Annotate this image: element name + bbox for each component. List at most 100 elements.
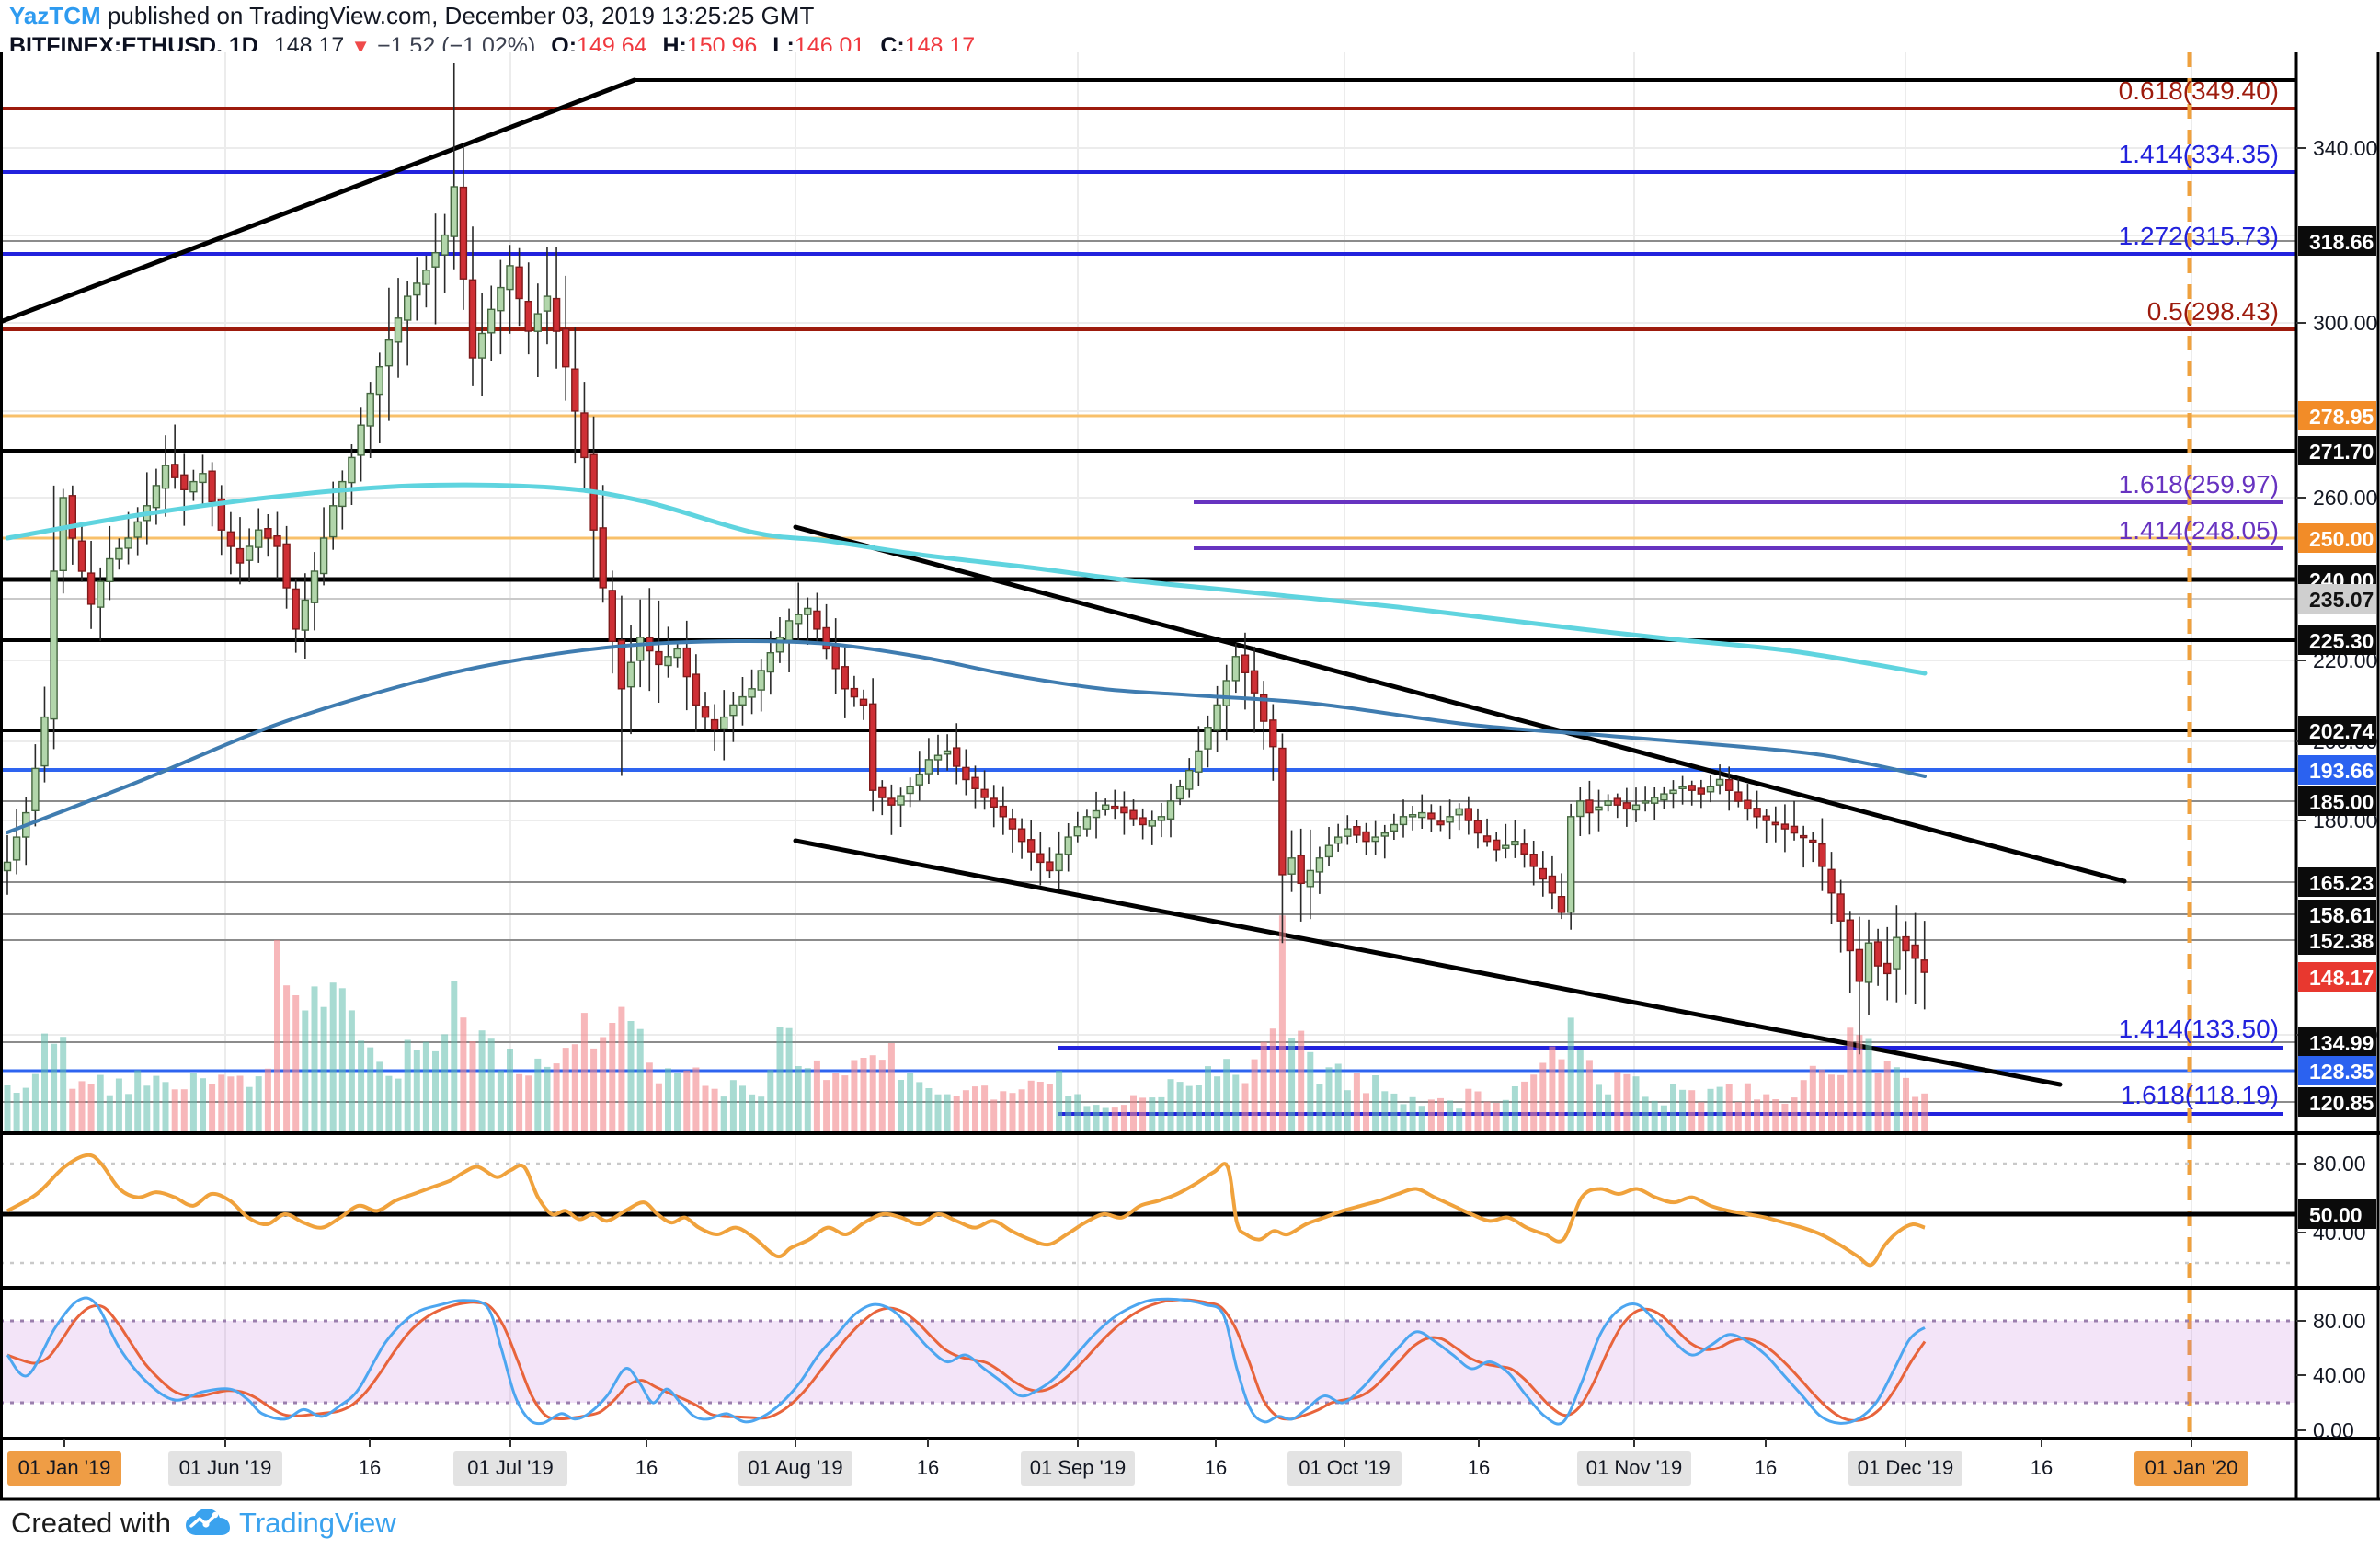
candle-body — [1595, 806, 1603, 811]
candle-body — [1920, 959, 1928, 973]
candle-body — [1417, 811, 1426, 819]
volume-bar — [1734, 1102, 1742, 1131]
volume-bar — [1325, 1067, 1333, 1131]
time-axis-label: 01 Aug '19 — [748, 1456, 842, 1479]
volume-bar — [385, 1075, 393, 1131]
volume-bar — [1009, 1093, 1016, 1131]
author-name[interactable]: YazTCM — [9, 2, 101, 29]
volume-bar — [1903, 1077, 1909, 1131]
candle-body — [1250, 670, 1259, 694]
volume-bar — [189, 1073, 197, 1131]
volume-bar — [916, 1082, 923, 1131]
volume-bar — [1409, 1096, 1416, 1131]
candle-body — [1287, 857, 1296, 875]
volume-bar — [422, 1041, 429, 1131]
candle-body — [1566, 816, 1575, 913]
candle-body — [1148, 820, 1157, 827]
stoch-k-line — [6, 1296, 1926, 1426]
tradingview-brand-text[interactable]: TradingView — [239, 1507, 396, 1539]
volume-bar — [246, 1086, 253, 1131]
candle-body — [915, 773, 923, 786]
candle-body — [310, 570, 319, 603]
volume-bar — [1065, 1096, 1072, 1131]
candle-body — [897, 795, 905, 806]
candle-body — [766, 652, 774, 673]
candle-body — [170, 464, 179, 478]
candle-body — [971, 776, 979, 789]
volume-bar — [143, 1085, 151, 1131]
volume-bar — [507, 1049, 513, 1131]
volume-bar — [451, 981, 458, 1131]
chart-area[interactable]: 340.00300.00260.00220.00200.00180.00140.… — [0, 51, 2380, 1501]
volume-bar — [1307, 1051, 1314, 1131]
time-badge — [1021, 1451, 1135, 1486]
candle-body — [533, 313, 542, 332]
time-axis-label: 16 — [1205, 1456, 1227, 1479]
volume-bar — [1660, 1105, 1667, 1131]
publish-line: YazTCM published on TradingView.com, Dec… — [9, 2, 975, 30]
frame-lines — [0, 52, 2380, 1501]
candle-body — [384, 339, 394, 367]
volume-bar — [749, 1094, 756, 1131]
candle-body — [1036, 853, 1045, 864]
candle-body — [1157, 816, 1166, 821]
volume-bar — [1530, 1074, 1538, 1131]
chart-svg[interactable]: 340.00300.00260.00220.00200.00180.00140.… — [0, 51, 2380, 1501]
candle-body — [255, 529, 263, 548]
publish-text: published on TradingView.com, December 0… — [100, 2, 815, 29]
price-badge-label: 202.74 — [2309, 719, 2374, 743]
volume-bar — [1614, 1072, 1621, 1131]
candle-body — [1753, 808, 1761, 818]
time-axis-label: 16 — [1755, 1456, 1777, 1479]
volume-bar — [990, 1099, 998, 1131]
candle-body — [599, 527, 607, 589]
volume-bar — [1447, 1100, 1454, 1131]
candle-body — [68, 495, 77, 539]
candle-body — [692, 673, 701, 706]
volume-bar — [1828, 1074, 1835, 1131]
candle-body — [1204, 727, 1212, 750]
volume-bar — [1725, 1084, 1733, 1131]
candle-body — [804, 607, 812, 615]
candle-body — [199, 473, 207, 484]
price-axis[interactable]: 340.00300.00260.00220.00200.00180.00140.… — [2296, 136, 2377, 1442]
candle-body — [757, 670, 765, 691]
volume-bar — [1558, 1059, 1565, 1131]
volume-bar — [1772, 1099, 1779, 1131]
volume-bar — [1381, 1091, 1389, 1131]
volume-bar — [1149, 1097, 1156, 1131]
volume-bar — [404, 1039, 411, 1131]
volume-bar — [636, 1028, 644, 1131]
price-badge — [2298, 1199, 2376, 1229]
time-axis-label: 01 Nov '19 — [1586, 1456, 1683, 1479]
candle-body — [1604, 800, 1612, 807]
candle-body — [1622, 802, 1631, 810]
volume-bar — [1754, 1099, 1761, 1131]
candle-body — [1259, 694, 1268, 722]
candle-body — [1324, 844, 1333, 858]
candle-body — [1846, 919, 1855, 952]
price-badge — [2298, 755, 2376, 785]
candle-body — [701, 706, 710, 718]
volume-bar — [981, 1085, 989, 1131]
price-badge-label: 235.07 — [2309, 588, 2374, 612]
volume-bar — [1353, 1073, 1360, 1131]
volume-bar — [1046, 1084, 1053, 1131]
candle-body — [115, 547, 123, 560]
volume-bar — [655, 1083, 662, 1131]
price-badge-label: 318.66 — [2309, 230, 2374, 254]
volume-bar — [1605, 1094, 1612, 1131]
tradingview-cloud-icon — [186, 1509, 231, 1535]
candle-body — [924, 759, 933, 774]
volume-bar — [1195, 1085, 1202, 1131]
candle-body — [1911, 944, 1919, 959]
candle-body — [1818, 843, 1826, 867]
price-axis-label: 260.00 — [2313, 486, 2377, 510]
time-axis-label: 01 Dec '19 — [1858, 1456, 1954, 1479]
volume-bar — [1893, 1067, 1900, 1131]
volume-bar — [1549, 1046, 1556, 1131]
candle-body — [1882, 962, 1892, 975]
candle-body — [1427, 812, 1436, 820]
candle-body — [980, 788, 989, 798]
time-axis[interactable]: 01 Jan '19 01 Jun '19 16 01 Jul '19 16 01 Aug… — [7, 1439, 2248, 1486]
